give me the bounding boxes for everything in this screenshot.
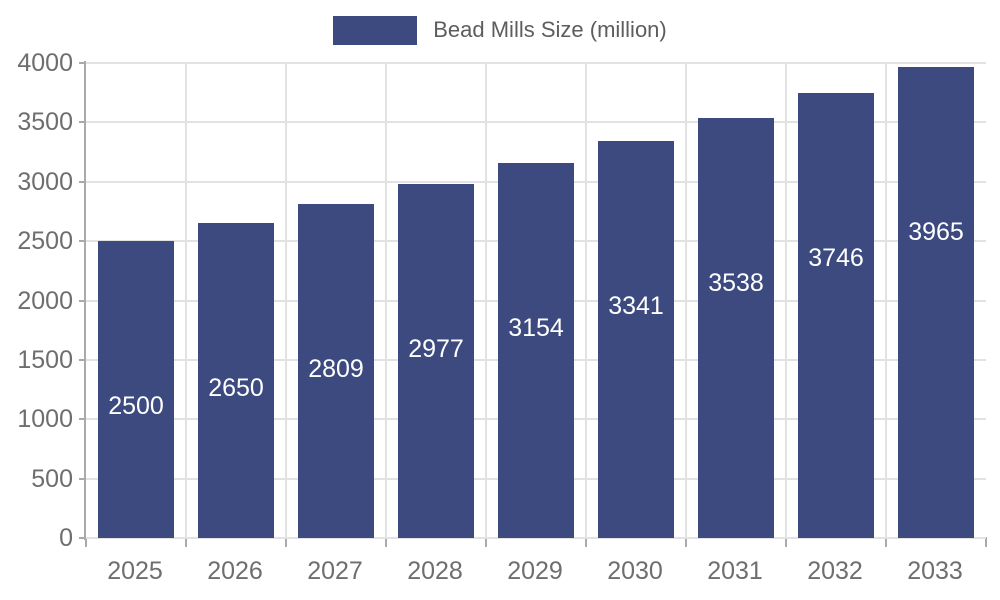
- x-tick-mark: [185, 539, 187, 547]
- gridline-horizontal: [86, 121, 986, 124]
- gridline-vertical: [285, 63, 287, 538]
- bar-2030[interactable]: [598, 141, 674, 538]
- x-tick-mark: [85, 539, 87, 547]
- gridline-vertical: [485, 63, 487, 538]
- x-tick-label-2025: 2025: [107, 557, 163, 585]
- gridline-vertical: [885, 63, 887, 538]
- y-tick-label: 2000: [17, 286, 73, 315]
- legend-label-bead-mills-size: Bead Mills Size (million): [433, 17, 667, 42]
- x-tick-label-2031: 2031: [707, 557, 763, 585]
- bar-2027[interactable]: [298, 204, 374, 538]
- chart-legend: Bead Mills Size (million): [0, 10, 1000, 50]
- gridline-vertical: [685, 63, 687, 538]
- gridline-vertical: [785, 63, 787, 538]
- x-tick-label-2026: 2026: [207, 557, 263, 585]
- y-tick-mark: [79, 240, 86, 243]
- x-tick-label-2029: 2029: [507, 557, 563, 585]
- gridline-horizontal: [86, 537, 986, 539]
- gridline-vertical: [585, 63, 587, 538]
- bar-value-label-2026: 2650: [208, 374, 264, 403]
- bar-value-label-2031: 3538: [708, 268, 764, 297]
- x-tick-mark: [285, 539, 287, 547]
- x-tick-mark: [985, 539, 987, 547]
- bar-2033[interactable]: [898, 67, 974, 538]
- y-tick-mark: [79, 537, 86, 539]
- bar-2028[interactable]: [398, 184, 474, 538]
- y-tick-mark: [79, 180, 86, 183]
- y-tick-label: 3500: [17, 108, 73, 137]
- x-tick-mark: [785, 539, 787, 547]
- x-tick-label-2032: 2032: [807, 557, 863, 585]
- y-tick-label: 0: [59, 524, 73, 552]
- y-tick-label: 4000: [17, 49, 73, 77]
- bar-2031[interactable]: [698, 117, 774, 538]
- bar-value-label-2025: 2500: [108, 392, 164, 421]
- y-tick-label: 500: [31, 464, 73, 493]
- bar-2026[interactable]: [198, 223, 274, 538]
- y-tick-label: 2500: [17, 227, 73, 256]
- bar-2032[interactable]: [798, 93, 874, 538]
- x-tick-label-2028: 2028: [407, 557, 463, 585]
- x-tick-mark: [585, 539, 587, 547]
- bar-value-label-2030: 3341: [608, 292, 664, 321]
- y-tick-mark: [79, 62, 86, 64]
- gridline-horizontal: [86, 62, 986, 64]
- y-tick-mark: [79, 299, 86, 302]
- x-tick-mark: [385, 539, 387, 547]
- bar-value-label-2029: 3154: [508, 314, 564, 343]
- x-tick-mark: [685, 539, 687, 547]
- plot-area: 2500 2650 2809 2977 3154 3341 3538 3746 3965: [86, 62, 986, 539]
- y-tick-label: 3000: [17, 167, 73, 196]
- y-tick-mark: [79, 121, 86, 124]
- bar-value-label-2033: 3965: [908, 218, 964, 247]
- x-tick-mark: [885, 539, 887, 547]
- y-tick-mark: [79, 477, 86, 480]
- bar-2025[interactable]: [98, 241, 174, 538]
- bar-value-label-2027: 2809: [308, 355, 364, 384]
- x-tick-label-2030: 2030: [607, 557, 663, 585]
- x-tick-label-2033: 2033: [907, 557, 963, 585]
- y-tick-label: 1000: [17, 405, 73, 434]
- bar-value-label-2028: 2977: [408, 335, 464, 364]
- legend-swatch-bead-mills-size: [333, 15, 418, 45]
- y-tick-mark: [79, 418, 86, 421]
- y-tick-label: 1500: [17, 345, 73, 374]
- x-tick-mark: [485, 539, 487, 547]
- bar-value-label-2032: 3746: [808, 244, 864, 273]
- bar-2029[interactable]: [498, 163, 574, 538]
- gridline-vertical: [385, 63, 387, 538]
- gridline-vertical: [185, 63, 187, 538]
- x-tick-label-2027: 2027: [307, 557, 363, 585]
- y-tick-mark: [79, 358, 86, 361]
